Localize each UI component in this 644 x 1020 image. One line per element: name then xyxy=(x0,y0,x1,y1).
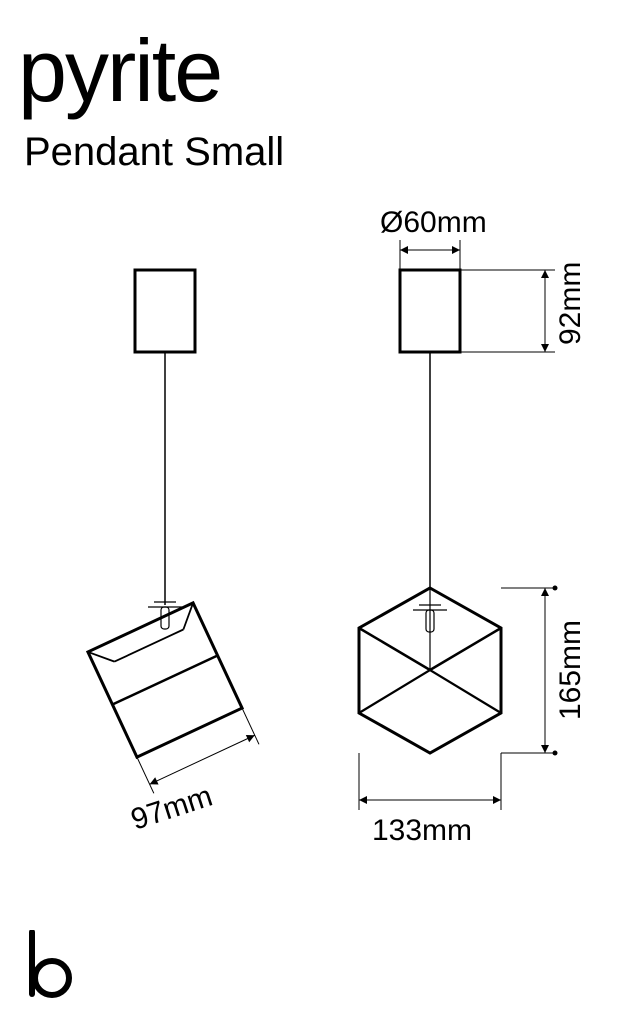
brand-logo xyxy=(20,930,80,1000)
dim-shade-width: 133mm xyxy=(372,814,472,847)
technical-drawing: 97mm Ø60mm xyxy=(0,210,644,910)
page: pyrite Pendant Small xyxy=(0,0,644,1020)
dim-cube-edge: 97mm xyxy=(127,780,216,837)
dim-canopy-diameter: Ø60mm xyxy=(380,210,487,239)
product-subtitle: Pendant Small xyxy=(24,130,284,175)
dim-shade-height: 165mm xyxy=(554,620,587,720)
dim-canopy-height: 92mm xyxy=(554,262,587,345)
product-title: pyrite xyxy=(18,20,221,122)
